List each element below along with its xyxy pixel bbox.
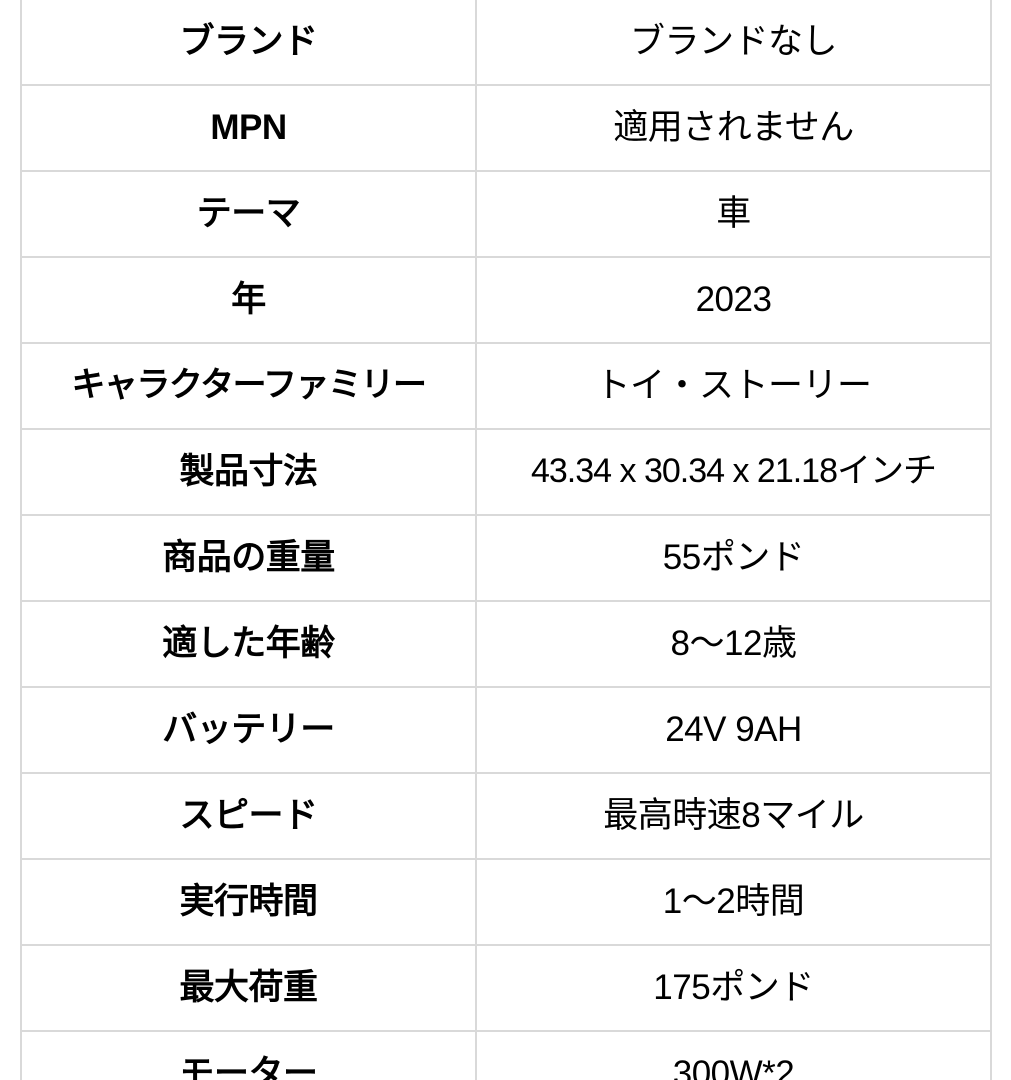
spec-value-product-dimensions: 43.34 x 30.34 x 21.18インチ	[475, 428, 992, 516]
spec-value-motor: 300W*2	[475, 1030, 992, 1080]
table-row: 実行時間 1〜2時間	[20, 858, 992, 946]
spec-label-theme: テーマ	[20, 170, 477, 258]
spec-value-speed: 最高時速8マイル	[475, 772, 992, 860]
spec-value-battery: 24V 9AH	[475, 686, 992, 774]
product-specification-table: ブランド ブランドなし MPN 適用されません テーマ 車 年 2023 キャラ…	[20, 0, 992, 1080]
spec-value-mpn: 適用されません	[475, 84, 992, 172]
table-row: 最大荷重 175ポンド	[20, 944, 992, 1032]
table-row: モーター 300W*2	[20, 1030, 992, 1080]
table-row: ブランド ブランドなし	[20, 0, 992, 86]
spec-value-character-family: トイ・ストーリー	[475, 342, 992, 430]
spec-value-suitable-age: 8〜12歳	[475, 600, 992, 688]
table-row: 商品の重量 55ポンド	[20, 514, 992, 602]
table-row: キャラクターファミリー トイ・ストーリー	[20, 342, 992, 430]
spec-label-mpn: MPN	[20, 84, 477, 172]
specification-table-body: ブランド ブランドなし MPN 適用されません テーマ 車 年 2023 キャラ…	[20, 0, 992, 1080]
spec-label-motor: モーター	[20, 1030, 477, 1080]
spec-label-year: 年	[20, 256, 477, 344]
spec-label-speed: スピード	[20, 772, 477, 860]
table-row: 適した年齢 8〜12歳	[20, 600, 992, 688]
table-row: MPN 適用されません	[20, 84, 992, 172]
table-row: バッテリー 24V 9AH	[20, 686, 992, 774]
spec-value-brand: ブランドなし	[475, 0, 992, 86]
spec-label-battery: バッテリー	[20, 686, 477, 774]
table-row: テーマ 車	[20, 170, 992, 258]
spec-value-max-load: 175ポンド	[475, 944, 992, 1032]
spec-label-item-weight: 商品の重量	[20, 514, 477, 602]
spec-label-run-time: 実行時間	[20, 858, 477, 946]
spec-value-item-weight: 55ポンド	[475, 514, 992, 602]
spec-label-character-family: キャラクターファミリー	[20, 342, 477, 430]
spec-label-suitable-age: 適した年齢	[20, 600, 477, 688]
table-row: 製品寸法 43.34 x 30.34 x 21.18インチ	[20, 428, 992, 516]
spec-label-product-dimensions: 製品寸法	[20, 428, 477, 516]
spec-value-theme: 車	[475, 170, 992, 258]
spec-label-brand: ブランド	[20, 0, 477, 86]
spec-value-year: 2023	[475, 256, 992, 344]
table-row: スピード 最高時速8マイル	[20, 772, 992, 860]
table-row: 年 2023	[20, 256, 992, 344]
spec-value-run-time: 1〜2時間	[475, 858, 992, 946]
spec-label-max-load: 最大荷重	[20, 944, 477, 1032]
